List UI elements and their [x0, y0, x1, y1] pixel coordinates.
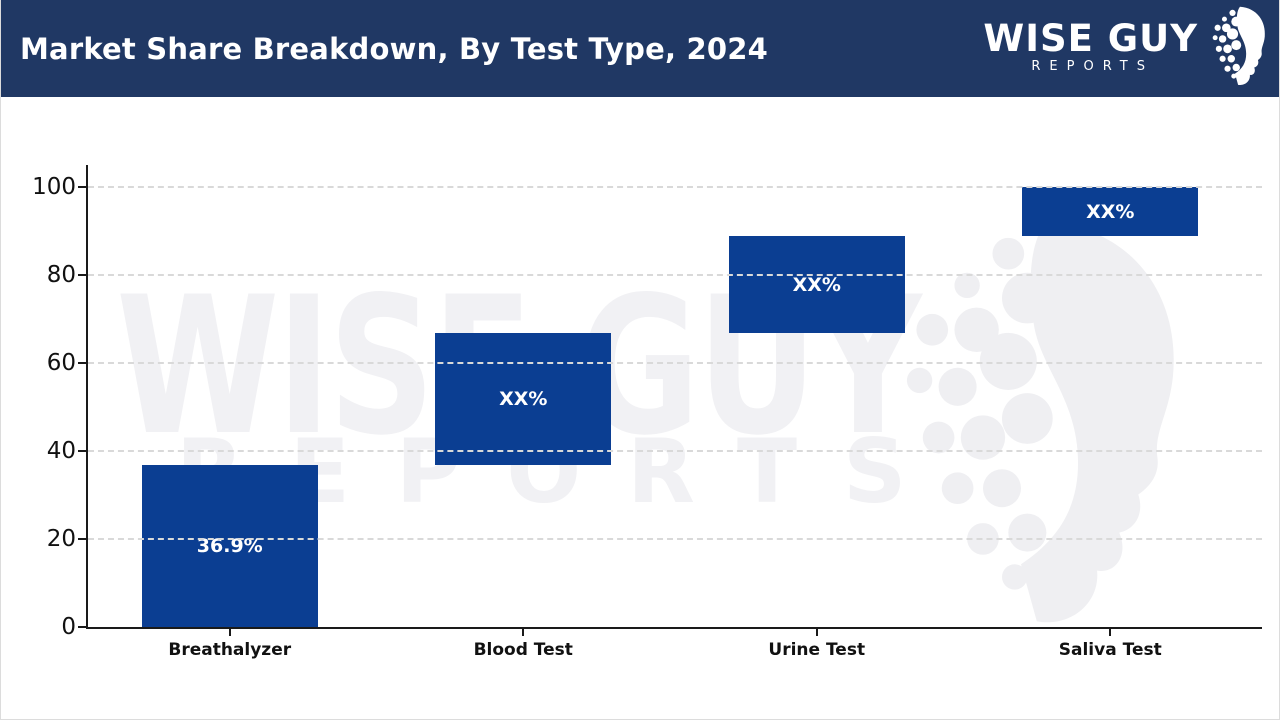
y-tick-label: 60 [46, 349, 76, 376]
chart-title: Market Share Breakdown, By Test Type, 20… [20, 31, 769, 66]
x-axis-tick [228, 629, 231, 636]
bar-segment: XX% [435, 333, 612, 465]
x-axis-line [86, 627, 1262, 629]
y-axis-tick [78, 185, 86, 188]
y-axis-tick [78, 626, 86, 628]
logo-text: WISE GUY REPORTS [983, 16, 1198, 75]
y-tick-label: 0 [61, 614, 76, 640]
y-tick-label: 20 [46, 525, 76, 552]
y-axis-tick [78, 273, 86, 276]
x-category-label: Urine Test [768, 640, 866, 660]
x-axis-tick [815, 629, 818, 636]
y-gridline [88, 361, 1262, 364]
x-axis-tick [1109, 629, 1112, 636]
y-gridline [88, 537, 1262, 540]
bar-segment: XX% [728, 236, 905, 334]
y-axis-tick [78, 361, 86, 364]
x-axis-tick [522, 629, 525, 636]
wiseguy-logo: WISE GUY REPORTS [983, 6, 1266, 88]
y-gridline [88, 185, 1262, 188]
y-tick-label: 40 [46, 437, 76, 464]
y-gridline [88, 273, 1262, 276]
bar-segment: 36.9% [141, 464, 318, 627]
wiseguy-head-icon [1212, 6, 1265, 86]
x-category-label: Saliva Test [1058, 640, 1162, 660]
bar-value-label: XX% [499, 387, 548, 410]
y-tick-label: 100 [32, 173, 76, 200]
x-category-label: Blood Test [473, 640, 573, 660]
y-axis-tick [78, 449, 86, 452]
bar-value-label: XX% [1086, 200, 1135, 223]
header-bar: Market Share Breakdown, By Test Type, 20… [0, 0, 1280, 97]
logo-subtitle: REPORTS [1031, 59, 1154, 75]
bar-value-label: XX% [792, 273, 841, 296]
y-axis-tick [78, 537, 86, 540]
y-tick-label: 80 [46, 261, 76, 288]
x-category-label: Breathalyzer [168, 640, 292, 660]
y-gridline [88, 449, 1262, 452]
bar-segment: XX% [1022, 186, 1199, 237]
bar-value-label: 36.9% [196, 534, 263, 557]
y-axis-line [86, 165, 88, 629]
logo-wordmark: WISE GUY [983, 16, 1198, 60]
